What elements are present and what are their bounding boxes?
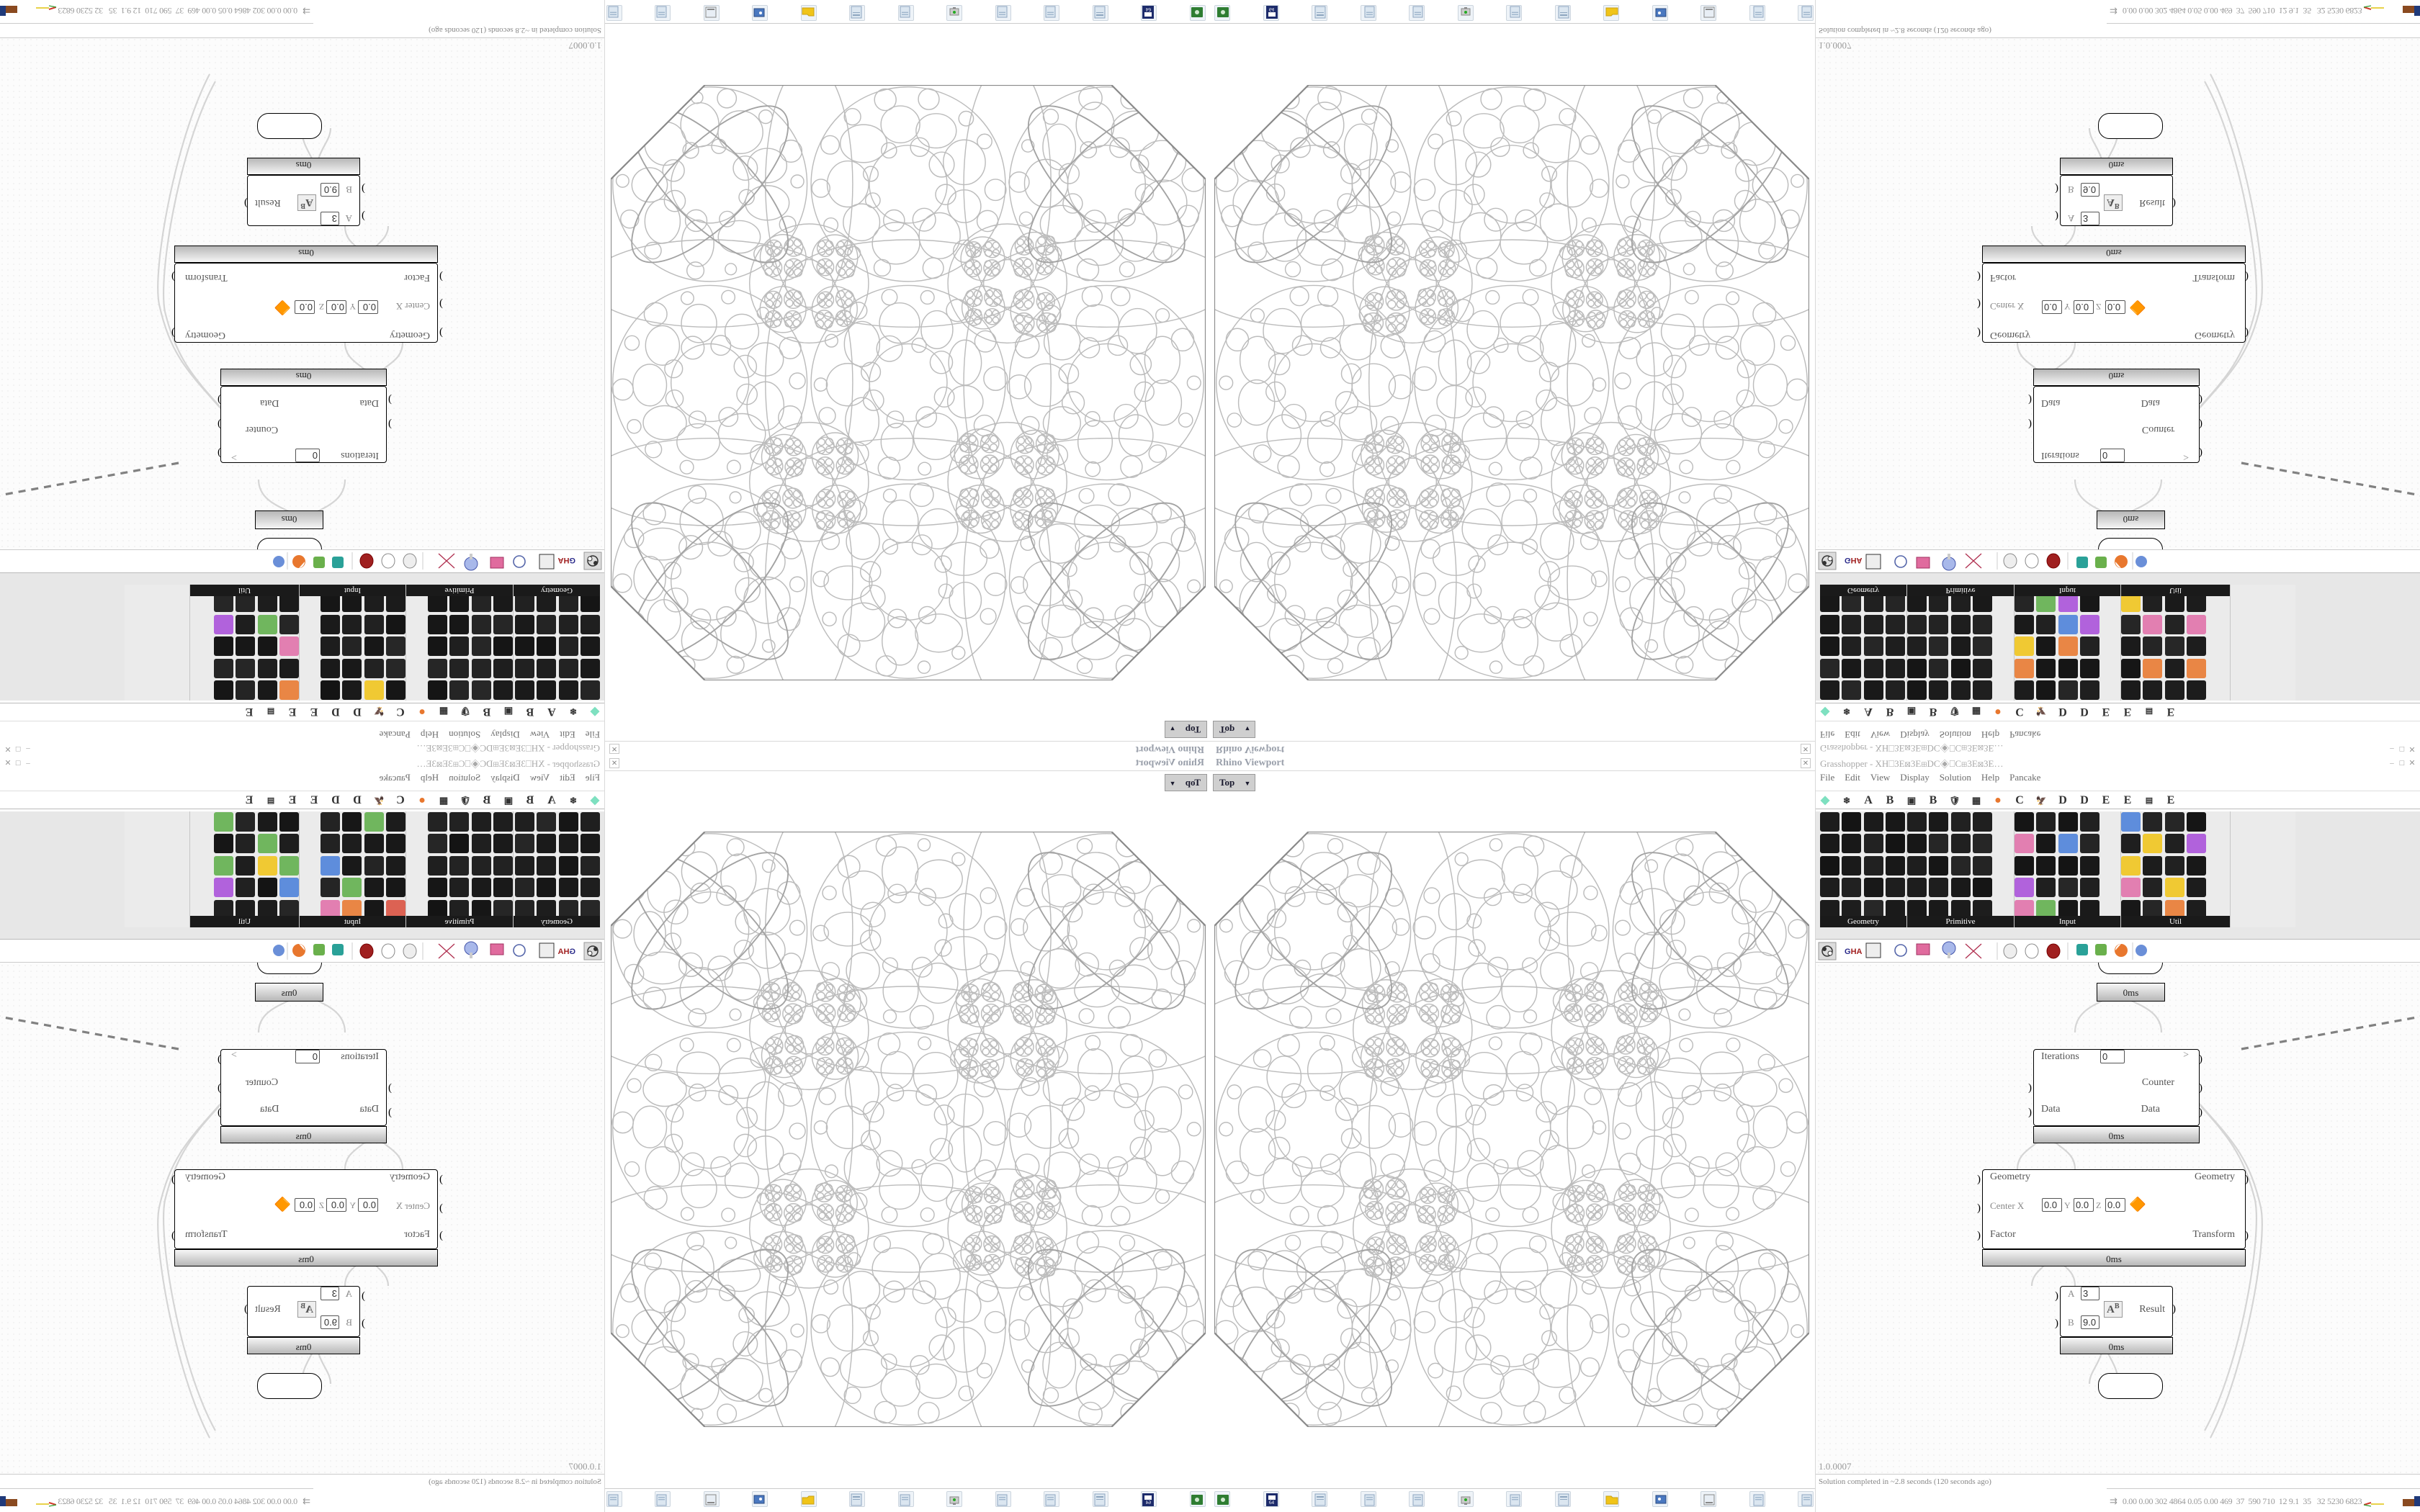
svg-text:GHA: GHA bbox=[1845, 948, 1863, 956]
svg-text:64: 64 bbox=[1146, 1500, 1152, 1506]
svg-text:GHA: GHA bbox=[557, 556, 575, 564]
svg-text:GHA: GHA bbox=[557, 948, 575, 956]
svg-text:64: 64 bbox=[1146, 6, 1152, 12]
svg-text:64: 64 bbox=[1269, 6, 1275, 12]
svg-text:GHA: GHA bbox=[1845, 556, 1863, 564]
svg-text:64: 64 bbox=[1269, 1500, 1275, 1506]
